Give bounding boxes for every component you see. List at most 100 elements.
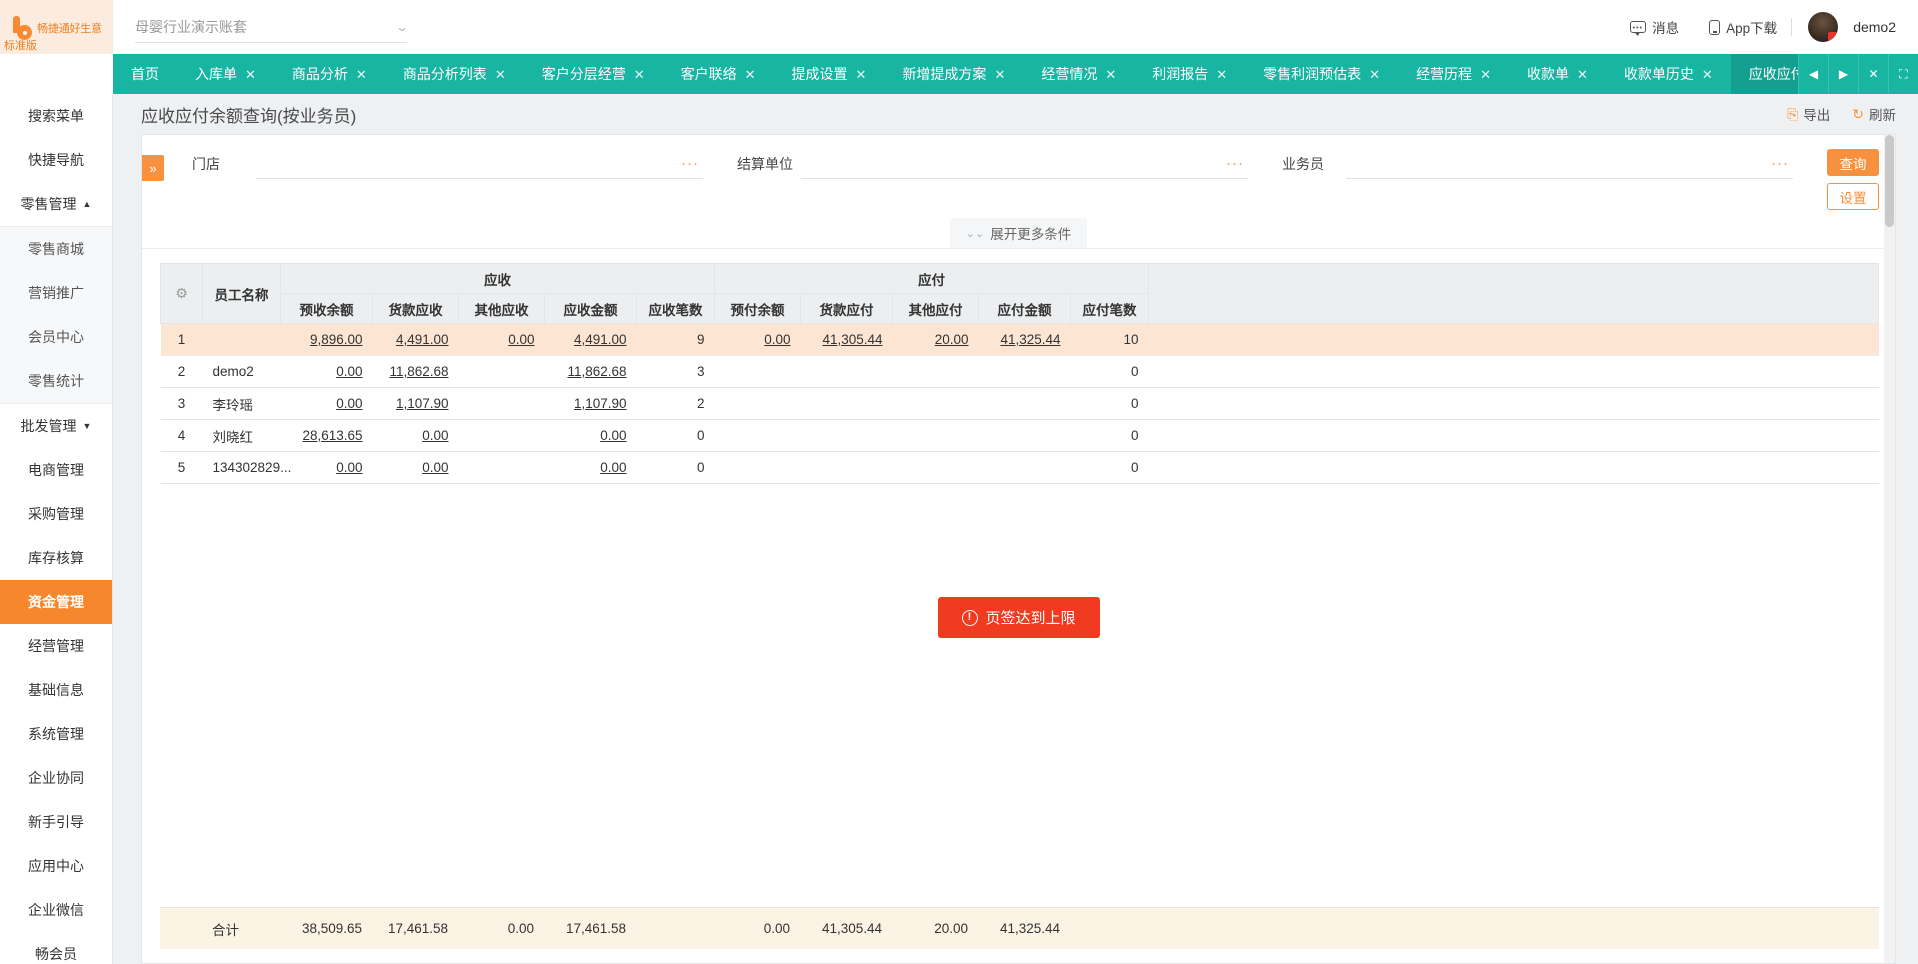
- app-download-button[interactable]: App下载: [1693, 17, 1791, 37]
- scrollbar-thumb[interactable]: [1885, 135, 1894, 227]
- messages-button[interactable]: ••• 消息: [1616, 17, 1693, 37]
- double-chevron-right-icon[interactable]: »: [142, 155, 164, 181]
- sidebar-item-4[interactable]: 营销推广: [0, 271, 112, 315]
- filter-input[interactable]: [1346, 154, 1771, 173]
- close-icon[interactable]: ✕: [245, 66, 256, 82]
- table-row[interactable]: 3 李玲瑶 0.00 1,107.90 1,107.90 2 0: [160, 387, 1879, 420]
- sidebar-item-7[interactable]: 批发管理 ▼: [0, 404, 112, 448]
- tab-item[interactable]: 入库单 ✕: [177, 54, 274, 94]
- table-row[interactable]: 5 134302829... 0.00 0.00 0.00 0 0: [160, 451, 1879, 484]
- cell-drilldown-link[interactable]: 0.00: [336, 396, 363, 411]
- cell-drilldown-link[interactable]: 20.00: [934, 332, 969, 347]
- export-button[interactable]: ⎘ 导出: [1787, 104, 1830, 124]
- tab-item[interactable]: 收款单历史 ✕: [1606, 54, 1731, 94]
- column-header: 应收金额: [544, 293, 637, 324]
- table-row[interactable]: 2 demo2 0.00 11,862.68 11,862.68 3 0: [160, 355, 1879, 388]
- close-icon[interactable]: ✕: [1216, 66, 1228, 82]
- tab-fullscreen[interactable]: ⛶: [1888, 54, 1918, 94]
- cell-drilldown-link[interactable]: 41,325.44: [1000, 332, 1061, 347]
- tab-close-all[interactable]: ✕: [1858, 54, 1888, 94]
- table-row[interactable]: 4 刘晓红 28,613.65 0.00 0.00 0 0: [160, 419, 1879, 452]
- tab-item[interactable]: 商品分析列表 ✕: [385, 54, 524, 94]
- sidebar-item-1[interactable]: 快捷导航: [0, 138, 112, 182]
- close-icon[interactable]: ✕: [994, 66, 1006, 82]
- cell-drilldown-link[interactable]: 41,305.44: [822, 332, 883, 347]
- cell-drilldown-link[interactable]: 11,862.68: [389, 364, 449, 379]
- sidebar-item-5[interactable]: 会员中心: [0, 315, 112, 359]
- tab-item[interactable]: 新增提成方案 ✕: [884, 54, 1023, 94]
- cell-drilldown-link[interactable]: 1,107.90: [573, 396, 627, 411]
- sidebar-item-14[interactable]: 系统管理: [0, 712, 112, 756]
- close-icon[interactable]: ✕: [855, 66, 867, 82]
- close-icon[interactable]: ✕: [744, 66, 756, 82]
- account-set-selector[interactable]: 母婴行业演示账套 ⌄: [135, 11, 409, 43]
- cell-drilldown-link[interactable]: 9,896.00: [309, 332, 363, 347]
- refresh-button[interactable]: ↻ 刷新: [1852, 104, 1896, 124]
- cell-drilldown-link[interactable]: 4,491.00: [395, 332, 449, 347]
- ellipsis-icon[interactable]: ···: [1771, 154, 1789, 172]
- table-row[interactable]: 1 9,896.00 4,491.00 0.00 4,491.00 9 0.00 41,305…: [160, 323, 1879, 356]
- sidebar-item-16[interactable]: 新手引导: [0, 800, 112, 844]
- cell-drilldown-link[interactable]: 0.00: [508, 332, 535, 347]
- user-menu[interactable]: demo2: [1792, 12, 1896, 42]
- tab-item[interactable]: 零售利润预估表 ✕: [1245, 54, 1398, 94]
- sidebar-item-18[interactable]: 企业微信: [0, 888, 112, 932]
- cell-drilldown-link[interactable]: 0.00: [764, 332, 791, 347]
- close-icon[interactable]: ✕: [494, 66, 506, 82]
- cell-drilldown-link[interactable]: 28,613.65: [302, 428, 363, 443]
- page-title: 应收应付余额查询(按业务员): [141, 106, 357, 126]
- close-icon[interactable]: ✕: [1480, 66, 1491, 82]
- sidebar-item-3[interactable]: 零售商城: [0, 227, 112, 271]
- tab-item[interactable]: 商品分析 ✕: [274, 54, 385, 94]
- brand-logo[interactable]: 畅捷通好生意 标准版: [0, 0, 113, 54]
- filter-input[interactable]: [801, 154, 1226, 173]
- sidebar-item-13[interactable]: 基础信息: [0, 668, 112, 712]
- close-icon[interactable]: ✕: [633, 66, 645, 82]
- cell-drilldown-link[interactable]: 0.00: [422, 428, 449, 443]
- close-icon[interactable]: ✕: [1105, 66, 1117, 82]
- cell-drilldown-link[interactable]: 1,107.90: [395, 396, 449, 411]
- tab-item[interactable]: 应收应付余额查询✕: [1730, 54, 1798, 94]
- ellipsis-icon[interactable]: ···: [1226, 154, 1244, 172]
- tab-scroll-right[interactable]: ▶: [1828, 54, 1858, 94]
- cell-drilldown-link[interactable]: 4,491.00: [573, 332, 627, 347]
- tab-item[interactable]: 客户联络 ✕: [663, 54, 774, 94]
- cell-drilldown-link[interactable]: 11,862.68: [567, 364, 627, 379]
- cell-drilldown-link[interactable]: 0.00: [422, 460, 449, 475]
- sidebar-item-9[interactable]: 采购管理: [0, 492, 112, 536]
- gear-icon[interactable]: ⚙: [160, 263, 203, 324]
- sidebar-item-10[interactable]: 库存核算: [0, 536, 112, 580]
- tab-item[interactable]: 利润报告 ✕: [1134, 54, 1245, 94]
- sidebar-item-19[interactable]: 畅会员: [0, 932, 112, 964]
- settings-button[interactable]: 设置: [1827, 183, 1879, 210]
- tab-item[interactable]: 收款单 ✕: [1509, 54, 1606, 94]
- sidebar-item-2[interactable]: 零售管理 ▲: [0, 182, 112, 226]
- tab-item[interactable]: 提成设置 ✕: [774, 54, 885, 94]
- sidebar-item-12[interactable]: 经营管理: [0, 624, 112, 668]
- sidebar-item-0[interactable]: 搜索菜单: [0, 94, 112, 138]
- cell-drilldown-link[interactable]: 0.00: [600, 460, 627, 475]
- ellipsis-icon[interactable]: ···: [681, 154, 699, 172]
- sidebar-item-6[interactable]: 零售统计: [0, 359, 112, 403]
- cell-drilldown-link[interactable]: 0.00: [336, 364, 363, 379]
- expand-more-conditions-button[interactable]: ⌄⌄ 展开更多条件: [949, 218, 1088, 248]
- cell-drilldown-link[interactable]: 0.00: [600, 428, 627, 443]
- tab-item[interactable]: 客户分层经营 ✕: [524, 54, 663, 94]
- sidebar-item-17[interactable]: 应用中心: [0, 844, 112, 888]
- sidebar-item-8[interactable]: 电商管理: [0, 448, 112, 492]
- close-icon[interactable]: ✕: [1369, 66, 1381, 82]
- tab-item[interactable]: 首页: [113, 54, 177, 94]
- tab-scroll-left[interactable]: ◀: [1798, 54, 1828, 94]
- filter-input[interactable]: [256, 154, 681, 173]
- cell-drilldown-link[interactable]: 0.00: [336, 460, 363, 475]
- close-icon[interactable]: ✕: [1701, 66, 1713, 82]
- sidebar-item-15[interactable]: 企业协同: [0, 756, 112, 800]
- close-icon[interactable]: ✕: [355, 66, 367, 82]
- vertical-scrollbar[interactable]: [1884, 135, 1895, 963]
- close-icon[interactable]: ✕: [1576, 66, 1588, 82]
- sidebar-item-11[interactable]: 资金管理: [0, 580, 112, 624]
- table-cell: 0: [1070, 451, 1149, 484]
- query-button[interactable]: 查询: [1827, 149, 1879, 176]
- tab-item[interactable]: 经营历程 ✕: [1398, 54, 1509, 94]
- tab-item[interactable]: 经营情况 ✕: [1023, 54, 1134, 94]
